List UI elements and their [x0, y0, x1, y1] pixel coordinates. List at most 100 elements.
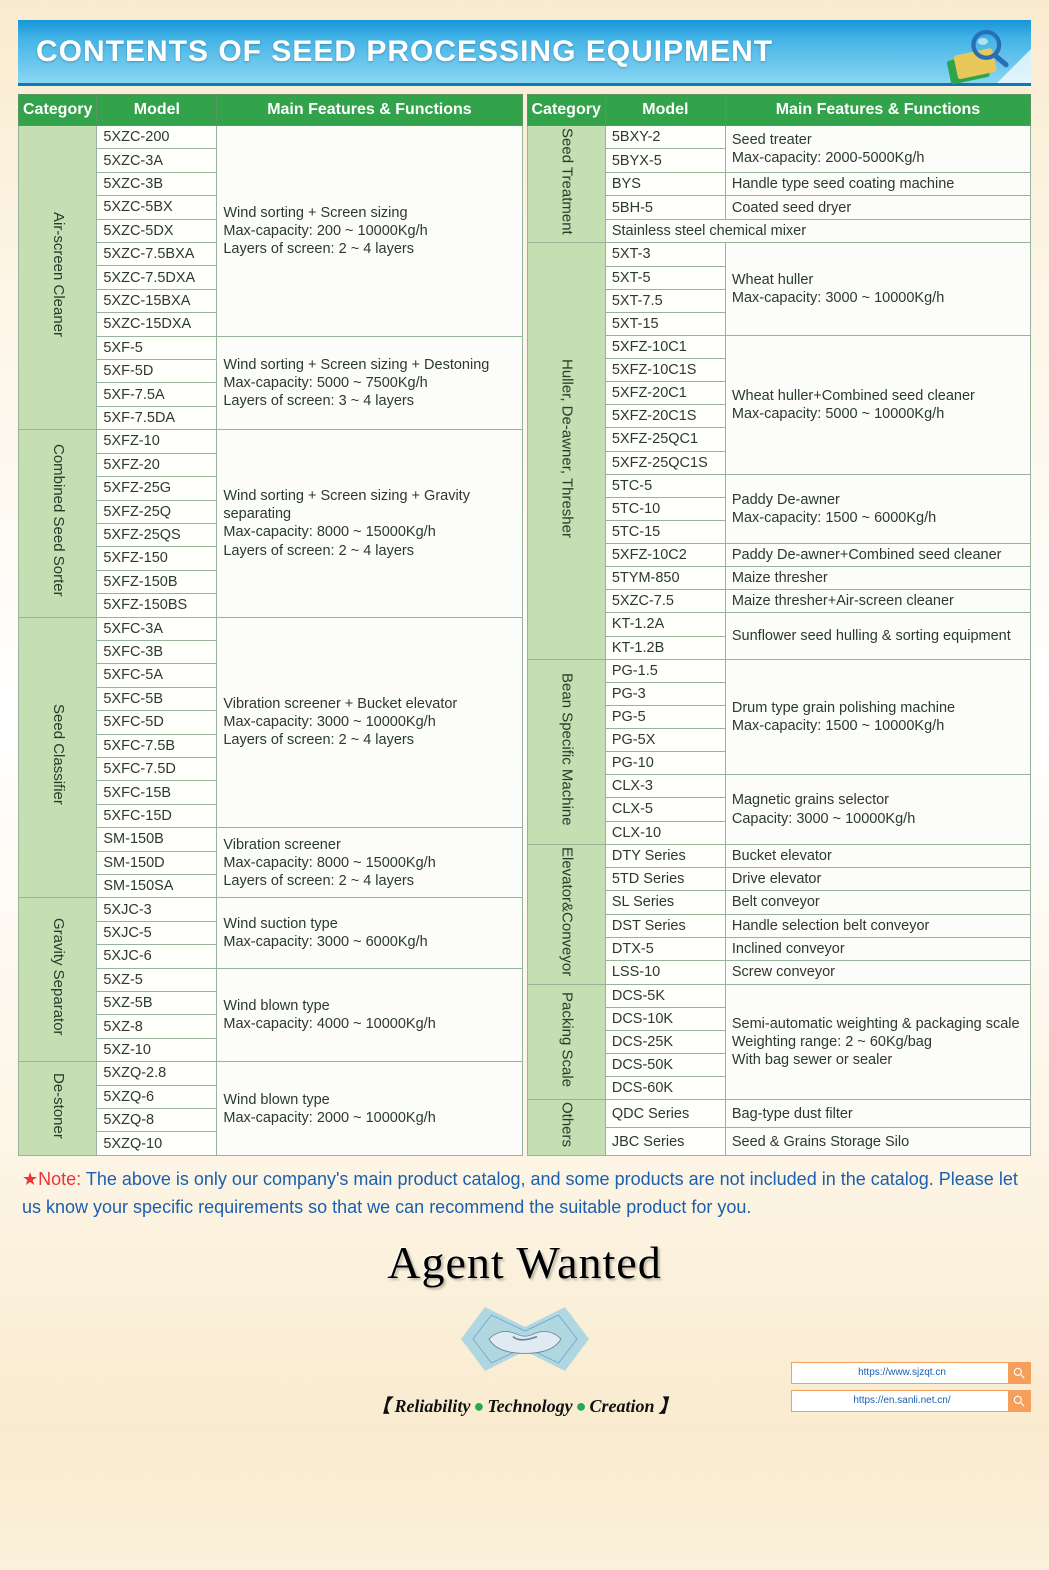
table-row: Seed Treatment5BXY-2Seed treaterMax-capa…	[527, 126, 1031, 149]
model-cell: 5XFC-7.5D	[97, 757, 217, 780]
model-cell: 5XFC-5D	[97, 711, 217, 734]
model-cell: 5XJC-3	[97, 898, 217, 921]
tagline-2: Technology	[487, 1396, 572, 1416]
model-cell: JBC Series	[605, 1128, 725, 1156]
search-button-2[interactable]	[1008, 1390, 1030, 1412]
table-row: Bean Specific MachinePG-1.5Drum type gra…	[527, 659, 1031, 682]
model-cell: 5TC-15	[605, 520, 725, 543]
note-paragraph: ★Note: The above is only our company's m…	[18, 1156, 1031, 1226]
model-cell: 5XFC-3A	[97, 617, 217, 640]
col-model: Model	[605, 95, 725, 126]
agent-title: Agent Wanted	[18, 1236, 1031, 1289]
feature-cell: Wind blown typeMax-capacity: 2000 ~ 1000…	[217, 1062, 522, 1156]
feature-cell: Belt conveyor	[725, 891, 1030, 914]
model-cell: 5XFZ-10C1S	[605, 359, 725, 382]
agent-wanted-section: Agent Wanted 【 Reliability●Technology●Cr…	[18, 1236, 1031, 1418]
model-cell: DTY Series	[605, 844, 725, 867]
feature-cell: Drive elevator	[725, 868, 1030, 891]
feature-cell: Magnetic grains selectorCapacity: 3000 ~…	[725, 775, 1030, 844]
banner-title: CONTENTS OF SEED PROCESSING EQUIPMENT	[36, 35, 773, 69]
feature-cell: Paddy De-awnerMax-capacity: 1500 ~ 6000K…	[725, 474, 1030, 543]
category-cell: Huller, De-awner, Thresher	[527, 243, 605, 659]
model-cell: BYS	[605, 172, 725, 195]
model-cell: 5BH-5	[605, 196, 725, 219]
model-cell: 5XFC-3B	[97, 640, 217, 663]
category-cell: Seed Treatment	[527, 126, 605, 243]
feature-cell: Wind sorting + Screen sizing + Gravity s…	[217, 430, 522, 617]
handshake-icon	[445, 1295, 605, 1383]
model-cell: 5XFZ-10C2	[605, 544, 725, 567]
page-banner: CONTENTS OF SEED PROCESSING EQUIPMENT	[18, 20, 1031, 86]
search-url-2: https://en.sanli.net.cn/	[792, 1395, 1008, 1406]
banner-corner-decor	[997, 49, 1031, 83]
equipment-table-right: CategoryModelMain Features & FunctionsSe…	[527, 94, 1032, 1156]
feature-cell: Semi-automatic weighting & packaging sca…	[725, 984, 1030, 1100]
model-cell: 5XZC-5BX	[97, 196, 217, 219]
table-row: Gravity Separator5XJC-3Wind suction type…	[19, 898, 523, 921]
model-cell: 5XFC-5B	[97, 687, 217, 710]
col-model: Model	[97, 95, 217, 126]
note-text: The above is only our company's main pro…	[22, 1169, 1018, 1217]
model-cell: 5XF-5	[97, 336, 217, 359]
model-cell: 5XZC-7.5BXA	[97, 243, 217, 266]
model-cell: SM-150B	[97, 828, 217, 851]
model-cell: 5TD Series	[605, 868, 725, 891]
category-cell: Combined Seed Sorter	[19, 430, 97, 617]
model-cell: PG-3	[605, 682, 725, 705]
equipment-table-left: CategoryModelMain Features & FunctionsAi…	[18, 94, 523, 1156]
feature-cell: Screw conveyor	[725, 961, 1030, 984]
table-row: Combined Seed Sorter5XFZ-10Wind sorting …	[19, 430, 523, 453]
model-cell: 5XF-7.5DA	[97, 406, 217, 429]
model-cell: SM-150SA	[97, 875, 217, 898]
tagline-3: Creation	[590, 1396, 655, 1416]
bracket-r: 】	[659, 1396, 677, 1416]
model-cell: 5XFZ-150	[97, 547, 217, 570]
model-cell: PG-5X	[605, 729, 725, 752]
model-cell: 5TYM-850	[605, 567, 725, 590]
search-box-1[interactable]: https://www.sjzqt.cn	[791, 1362, 1031, 1384]
feature-cell: Sunflower seed hulling & sorting equipme…	[725, 613, 1030, 659]
model-cell: 5XFZ-20C1S	[605, 405, 725, 428]
table-row: Huller, De-awner, Thresher5XT-3Wheat hul…	[527, 243, 1031, 266]
category-cell: Gravity Separator	[19, 898, 97, 1062]
model-cell: 5XZC-5DX	[97, 219, 217, 242]
model-cell: 5XFZ-150BS	[97, 594, 217, 617]
model-cell: 5XZC-7.5DXA	[97, 266, 217, 289]
model-cell: 5XFC-5A	[97, 664, 217, 687]
model-cell: 5TC-5	[605, 474, 725, 497]
feature-cell: Vibration screenerMax-capacity: 8000 ~ 1…	[217, 828, 522, 898]
model-cell: 5XFC-15D	[97, 804, 217, 827]
search-button-1[interactable]	[1008, 1362, 1030, 1384]
model-cell: 5XZQ-10	[97, 1132, 217, 1156]
feature-cell: Handle selection belt conveyor	[725, 914, 1030, 937]
model-cell: DCS-50K	[605, 1054, 725, 1077]
category-cell: Seed Classifier	[19, 617, 97, 898]
model-cell: DCS-25K	[605, 1030, 725, 1053]
model-cell: 5XFZ-25G	[97, 477, 217, 500]
model-cell: 5XJC-5	[97, 921, 217, 944]
model-cell: 5XZ-10	[97, 1038, 217, 1061]
feature-cell: Seed & Grains Storage Silo	[725, 1128, 1030, 1156]
feature-cell: Maize thresher	[725, 567, 1030, 590]
model-cell: QDC Series	[605, 1100, 725, 1128]
model-cell: CLX-3	[605, 775, 725, 798]
model-cell: 5XZ-8	[97, 1015, 217, 1038]
tagline-1: Reliability	[394, 1396, 470, 1416]
search-icon	[1012, 1366, 1026, 1380]
model-cell: CLX-10	[605, 821, 725, 844]
col-category: Category	[19, 95, 97, 126]
search-widgets: https://www.sjzqt.cn https://en.sanli.ne…	[791, 1362, 1031, 1418]
model-cell: 5XJC-6	[97, 945, 217, 968]
model-cell: 5XFZ-25QC1	[605, 428, 725, 451]
model-cell: 5TC-10	[605, 497, 725, 520]
model-cell: 5XFZ-20C1	[605, 382, 725, 405]
search-url-1: https://www.sjzqt.cn	[792, 1367, 1008, 1378]
model-cell: LSS-10	[605, 961, 725, 984]
category-cell: Others	[527, 1100, 605, 1156]
feature-cell: Wind sorting + Screen sizingMax-capacity…	[217, 126, 522, 337]
model-cell: DTX-5	[605, 938, 725, 961]
feature-cell: Vibration screener + Bucket elevatorMax-…	[217, 617, 522, 828]
model-cell: 5XT-7.5	[605, 289, 725, 312]
search-box-2[interactable]: https://en.sanli.net.cn/	[791, 1390, 1031, 1412]
feature-cell: Wind sorting + Screen sizing + Destoning…	[217, 336, 522, 430]
